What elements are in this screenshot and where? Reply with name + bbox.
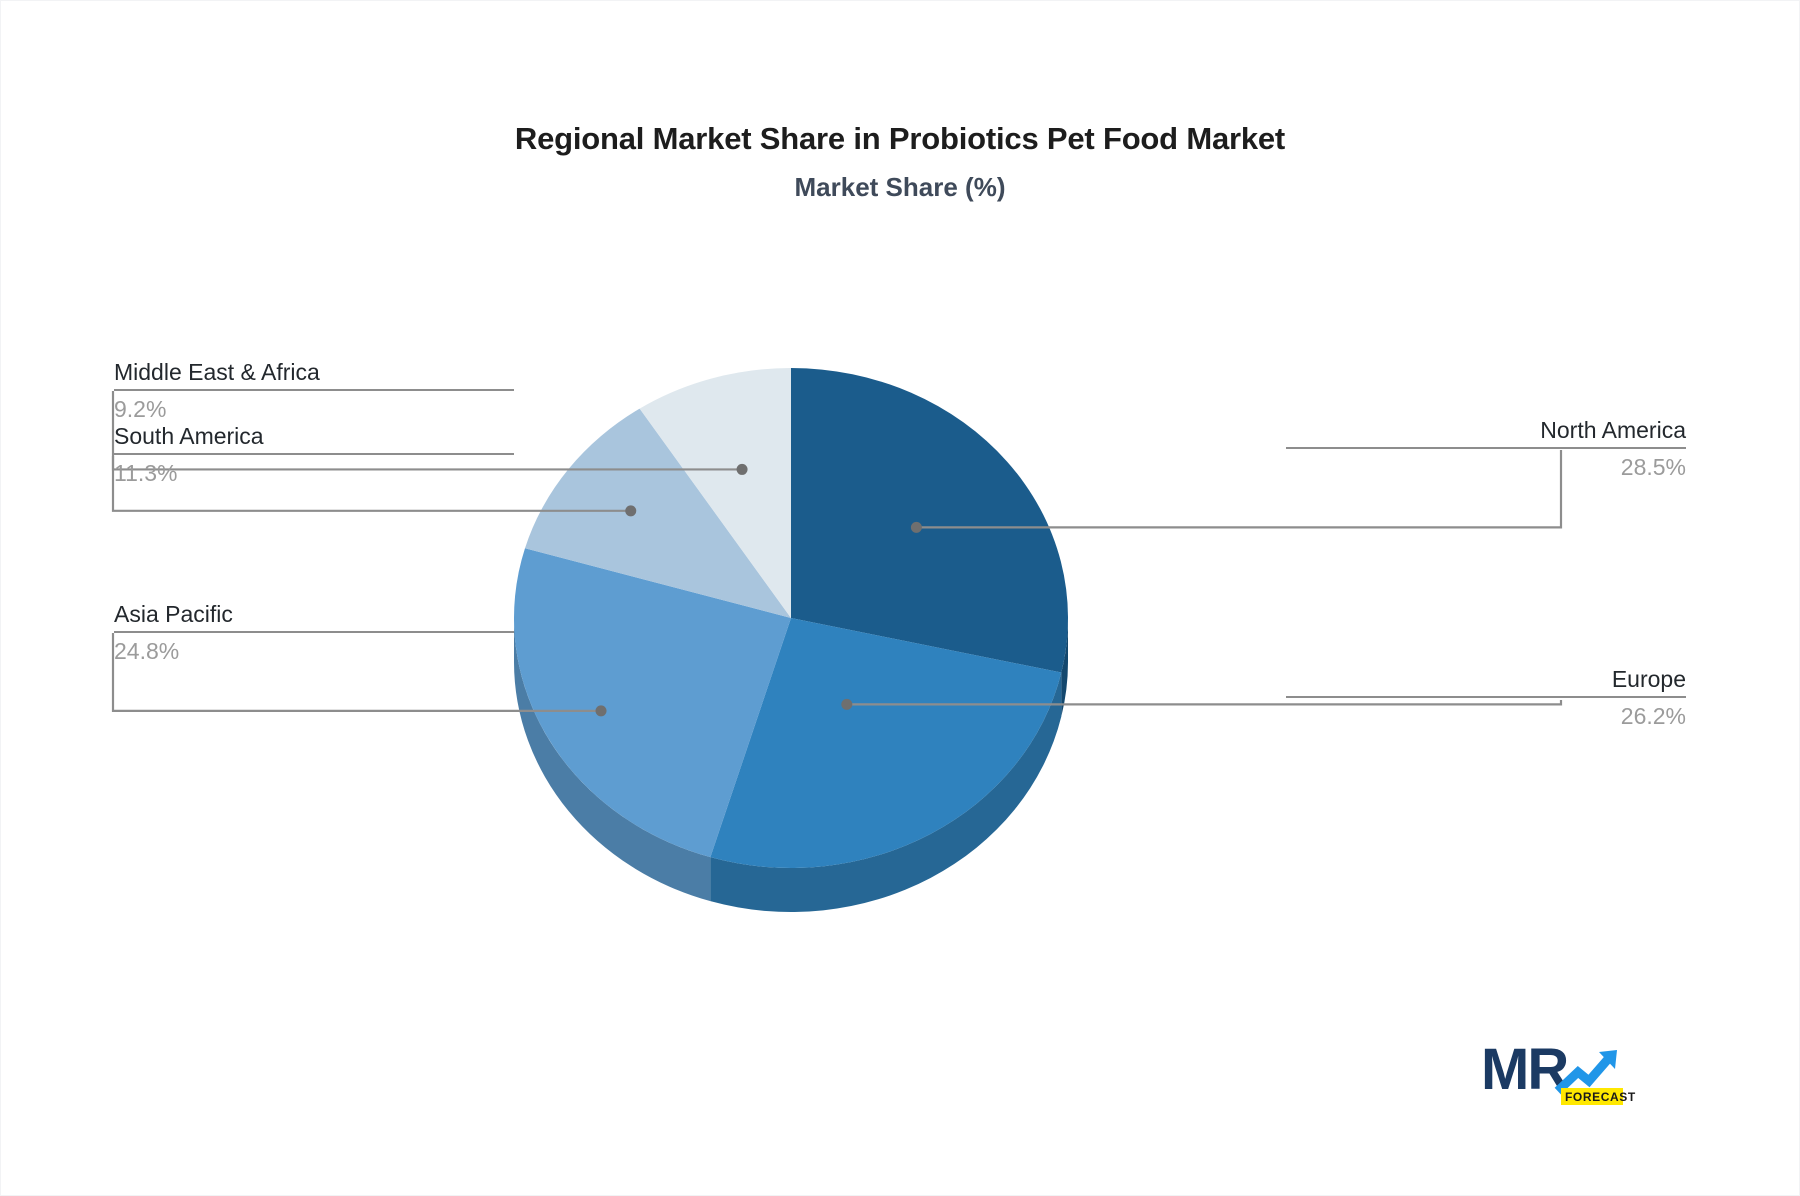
trend-arrowhead-icon bbox=[1599, 1050, 1617, 1069]
pie-side-asia-pacific bbox=[514, 618, 711, 902]
callout-label-europe: Europe bbox=[1611, 666, 1686, 692]
chart-subtitle: Market Share (%) bbox=[794, 172, 1006, 202]
callout-value-middle-east-africa: 9.2% bbox=[114, 396, 167, 422]
callout-rule bbox=[114, 389, 514, 391]
callout-label-south-america: South America bbox=[114, 423, 264, 449]
callout-rule bbox=[114, 631, 514, 633]
callout-rule bbox=[114, 453, 514, 455]
logo-svg: MR FORECAST bbox=[1481, 1037, 1636, 1105]
leader-dot-north-america bbox=[910, 521, 922, 533]
pie-slices bbox=[514, 368, 1068, 869]
callout-value-south-america: 11.3% bbox=[114, 460, 178, 486]
mr-forecast-logo: MR FORECAST bbox=[1481, 1036, 1636, 1108]
leader-dot-south-america bbox=[625, 505, 637, 517]
callout-rule bbox=[1286, 447, 1686, 449]
title-block: Regional Market Share in Probiotics Pet … bbox=[1, 1, 1799, 207]
callout-value-asia-pacific: 24.8% bbox=[114, 638, 180, 664]
pie-slice-south-america[interactable] bbox=[524, 408, 791, 618]
callout-south-america: South America 11.3% bbox=[114, 421, 514, 488]
leader-dot-middle-east-africa bbox=[736, 463, 748, 475]
callout-asia-pacific: Asia Pacific 24.8% bbox=[114, 599, 514, 666]
pie-side-walls bbox=[514, 618, 1068, 912]
page-title: Regional Market Share in Probiotics Pet … bbox=[514, 121, 1286, 156]
callout-value-europe: 26.2% bbox=[1620, 703, 1686, 729]
callout-europe: Europe 26.2% bbox=[1286, 664, 1686, 731]
callout-value-north-america: 28.5% bbox=[1620, 454, 1686, 480]
pie-slice-north-america[interactable] bbox=[791, 368, 1068, 673]
pie-slice-middle-east-africa[interactable] bbox=[639, 368, 791, 618]
pie-slice-asia-pacific[interactable] bbox=[514, 548, 791, 858]
logo-wordmark: MR bbox=[1481, 1037, 1568, 1102]
callout-label-north-america: North America bbox=[1540, 417, 1686, 443]
callout-label-asia-pacific: Asia Pacific bbox=[114, 601, 233, 627]
callout-north-america: North America 28.5% bbox=[1286, 415, 1686, 482]
pie-side-europe bbox=[710, 672, 1062, 912]
leader-dot-europe bbox=[841, 698, 853, 710]
pie-slice-europe[interactable] bbox=[710, 618, 1062, 869]
logo-tag-label: FORECAST bbox=[1565, 1090, 1636, 1104]
trend-arrow-icon bbox=[1554, 1051, 1616, 1095]
pie-side-north-america bbox=[1061, 618, 1068, 717]
callout-label-middle-east-africa: Middle East & Africa bbox=[114, 359, 320, 385]
leader-dot-asia-pacific bbox=[595, 705, 607, 717]
logo-tag-background bbox=[1561, 1088, 1623, 1105]
callout-rule bbox=[1286, 696, 1686, 698]
callout-middle-east-africa: Middle East & Africa 9.2% bbox=[114, 357, 514, 424]
